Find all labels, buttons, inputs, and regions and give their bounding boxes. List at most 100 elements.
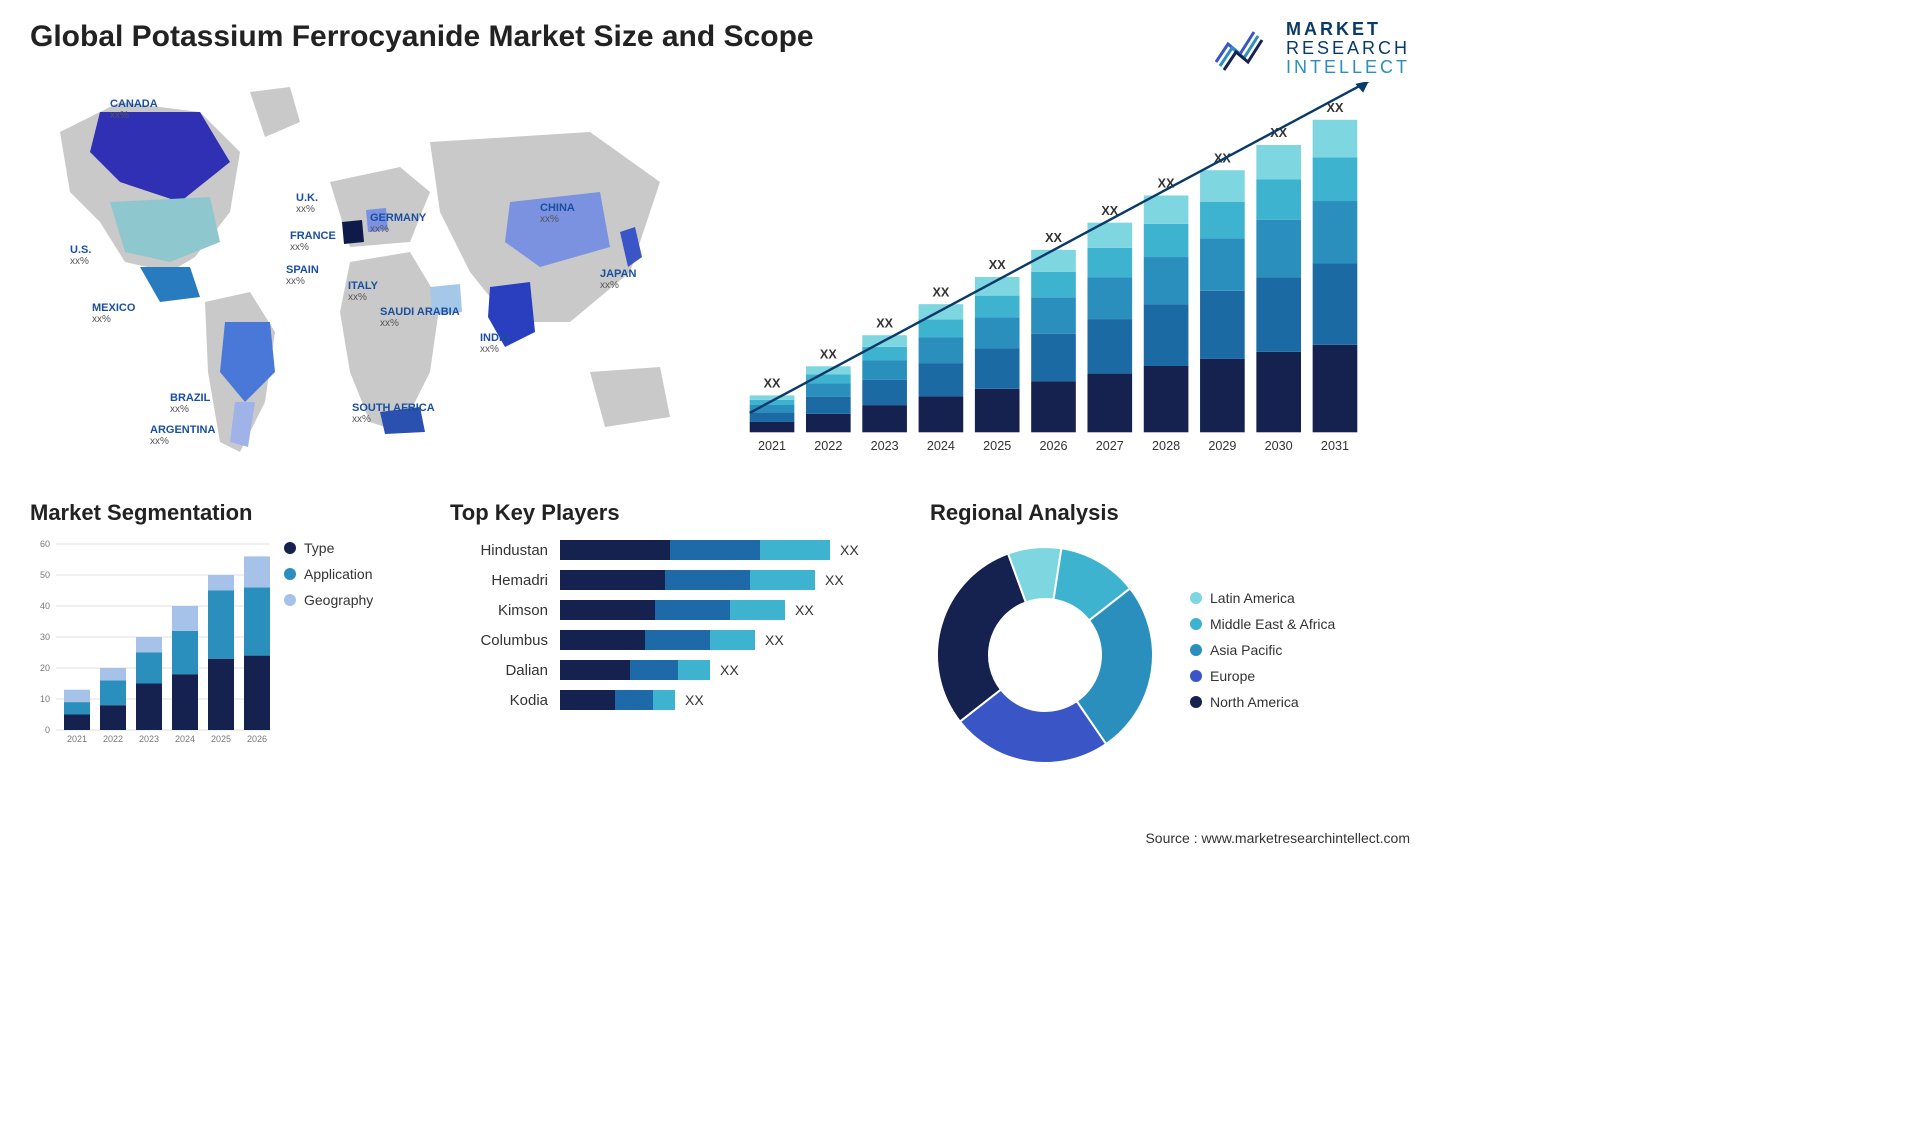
player-name: Kimson <box>450 602 560 619</box>
player-row: Hemadri XX <box>450 570 910 590</box>
svg-text:2029: 2029 <box>1208 439 1236 453</box>
legend-item: Type <box>284 540 373 556</box>
segmentation-legend: Type Application Geography <box>284 540 373 750</box>
legend-item: Application <box>284 566 373 582</box>
regional-donut-chart <box>930 540 1160 770</box>
svg-text:2026: 2026 <box>1039 439 1067 453</box>
regional-analysis-section: Regional Analysis Latin America Middle Ea… <box>930 500 1410 770</box>
svg-text:40: 40 <box>40 601 50 611</box>
svg-text:2025: 2025 <box>211 734 231 744</box>
map-label: BRAZILxx% <box>170 392 210 415</box>
svg-text:2024: 2024 <box>175 734 195 744</box>
player-bar-segment <box>560 690 615 710</box>
player-value: XX <box>795 602 814 618</box>
player-bar-segment <box>653 690 675 710</box>
player-bar-segment <box>750 570 815 590</box>
segmentation-chart: 0102030405060202120222023202420252026 <box>30 540 270 750</box>
growth-bar-chart: XX2021XX2022XX2023XX2024XX2025XX2026XX20… <box>740 72 1410 472</box>
map-label: U.S.xx% <box>70 244 91 267</box>
player-value: XX <box>720 662 739 678</box>
player-row: ColumbusXX <box>450 630 910 650</box>
players-title: Top Key Players <box>450 500 910 526</box>
map-label: SPAINxx% <box>286 264 319 287</box>
map-label: FRANCExx% <box>290 230 336 253</box>
svg-text:50: 50 <box>40 570 50 580</box>
map-label: SOUTH AFRICAxx% <box>352 402 435 425</box>
player-bar-segment <box>655 600 730 620</box>
player-bar-segment <box>730 600 785 620</box>
logo: MARKET RESEARCH INTELLECT <box>1214 20 1410 77</box>
svg-text:XX: XX <box>932 285 949 299</box>
player-value: XX <box>765 632 784 648</box>
segmentation-title: Market Segmentation <box>30 500 430 526</box>
regional-title: Regional Analysis <box>930 500 1410 526</box>
map-label: MEXICOxx% <box>92 302 135 325</box>
svg-text:2028: 2028 <box>1152 439 1180 453</box>
svg-text:30: 30 <box>40 632 50 642</box>
market-segmentation-section: Market Segmentation 01020304050602021202… <box>30 500 430 770</box>
svg-text:2023: 2023 <box>871 439 899 453</box>
player-name: Hindustan <box>450 542 560 559</box>
svg-text:2031: 2031 <box>1321 439 1349 453</box>
top-key-players-section: Top Key Players HindustanXXHemadriXXKims… <box>450 500 910 770</box>
player-bar-segment <box>710 630 755 650</box>
svg-text:2022: 2022 <box>103 734 123 744</box>
player-bar-segment <box>615 690 653 710</box>
player-bar-segment <box>678 660 710 680</box>
svg-text:2027: 2027 <box>1096 439 1124 453</box>
logo-text-2: RESEARCH <box>1286 39 1410 58</box>
player-name: Dalian <box>450 662 560 679</box>
legend-item: Latin America <box>1190 590 1335 606</box>
map-label: U.K.xx% <box>296 192 318 215</box>
map-label: JAPANxx% <box>600 268 636 291</box>
svg-text:XX: XX <box>989 258 1006 272</box>
svg-text:2025: 2025 <box>983 439 1011 453</box>
player-row: Hindustan XX <box>450 540 910 560</box>
svg-text:0: 0 <box>45 725 50 735</box>
map-label: ARGENTINAxx% <box>150 424 215 447</box>
player-row: Kimson XX <box>450 600 910 620</box>
svg-text:XX: XX <box>764 377 781 391</box>
player-bar-segment <box>560 600 655 620</box>
logo-icon <box>1214 24 1274 72</box>
player-value: XX <box>840 542 859 558</box>
player-value: XX <box>685 692 704 708</box>
source-attribution: Source : www.marketresearchintellect.com <box>1145 830 1410 846</box>
map-label: INDIAxx% <box>480 332 510 355</box>
svg-text:XX: XX <box>1045 231 1062 245</box>
player-bar-segment <box>670 540 760 560</box>
map-label: ITALYxx% <box>348 280 378 303</box>
svg-text:10: 10 <box>40 694 50 704</box>
map-label: CHINAxx% <box>540 202 575 225</box>
svg-text:XX: XX <box>876 316 893 330</box>
player-bar-segment <box>560 660 630 680</box>
page-title: Global Potassium Ferrocyanide Market Siz… <box>30 20 1410 54</box>
player-bar-segment <box>560 570 665 590</box>
legend-item: Geography <box>284 592 373 608</box>
player-bar-segment <box>645 630 710 650</box>
svg-text:20: 20 <box>40 663 50 673</box>
player-row: Dalian XX <box>450 660 910 680</box>
svg-text:XX: XX <box>820 348 837 362</box>
legend-item: Middle East & Africa <box>1190 616 1335 632</box>
map-label: GERMANYxx% <box>370 212 426 235</box>
svg-text:2021: 2021 <box>758 439 786 453</box>
player-bar-segment <box>560 540 670 560</box>
svg-text:2023: 2023 <box>139 734 159 744</box>
player-bar-segment <box>665 570 750 590</box>
player-value: XX <box>825 572 844 588</box>
svg-text:2030: 2030 <box>1265 439 1293 453</box>
regional-legend: Latin America Middle East & Africa Asia Pa… <box>1190 590 1335 720</box>
legend-item: North America <box>1190 694 1335 710</box>
logo-text-1: MARKET <box>1286 20 1410 39</box>
legend-item: Asia Pacific <box>1190 642 1335 658</box>
map-label: SAUDI ARABIAxx% <box>380 306 460 329</box>
player-name: Kodia <box>450 692 560 709</box>
player-name: Hemadri <box>450 572 560 589</box>
world-map: CANADAxx%U.S.xx%MEXICOxx%BRAZILxx%ARGENT… <box>30 72 710 472</box>
player-bar-segment <box>560 630 645 650</box>
player-bar-segment <box>630 660 678 680</box>
svg-text:60: 60 <box>40 540 50 549</box>
legend-item: Europe <box>1190 668 1335 684</box>
player-bar-segment <box>760 540 830 560</box>
